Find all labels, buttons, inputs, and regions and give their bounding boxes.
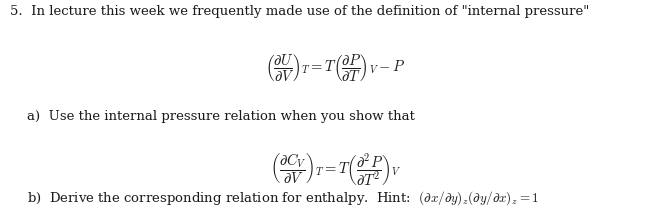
Text: b)  Derive the corresponding relation for enthalpy.  Hint:  $(\partial x/\partia: b) Derive the corresponding relation for… xyxy=(27,189,539,207)
Text: 5.  In lecture this week we frequently made use of the definition of "internal p: 5. In lecture this week we frequently ma… xyxy=(10,5,589,18)
Text: a)  Use the internal pressure relation when you show that: a) Use the internal pressure relation wh… xyxy=(27,110,415,123)
Text: $\left(\dfrac{\partial C_V}{\partial V}\right)_{T} = T\left(\dfrac{\partial^2 P}: $\left(\dfrac{\partial C_V}{\partial V}\… xyxy=(270,152,401,188)
Text: $\left(\dfrac{\partial U}{\partial V}\right)_{T} = T\left(\dfrac{\partial P}{\pa: $\left(\dfrac{\partial U}{\partial V}\ri… xyxy=(265,54,406,85)
